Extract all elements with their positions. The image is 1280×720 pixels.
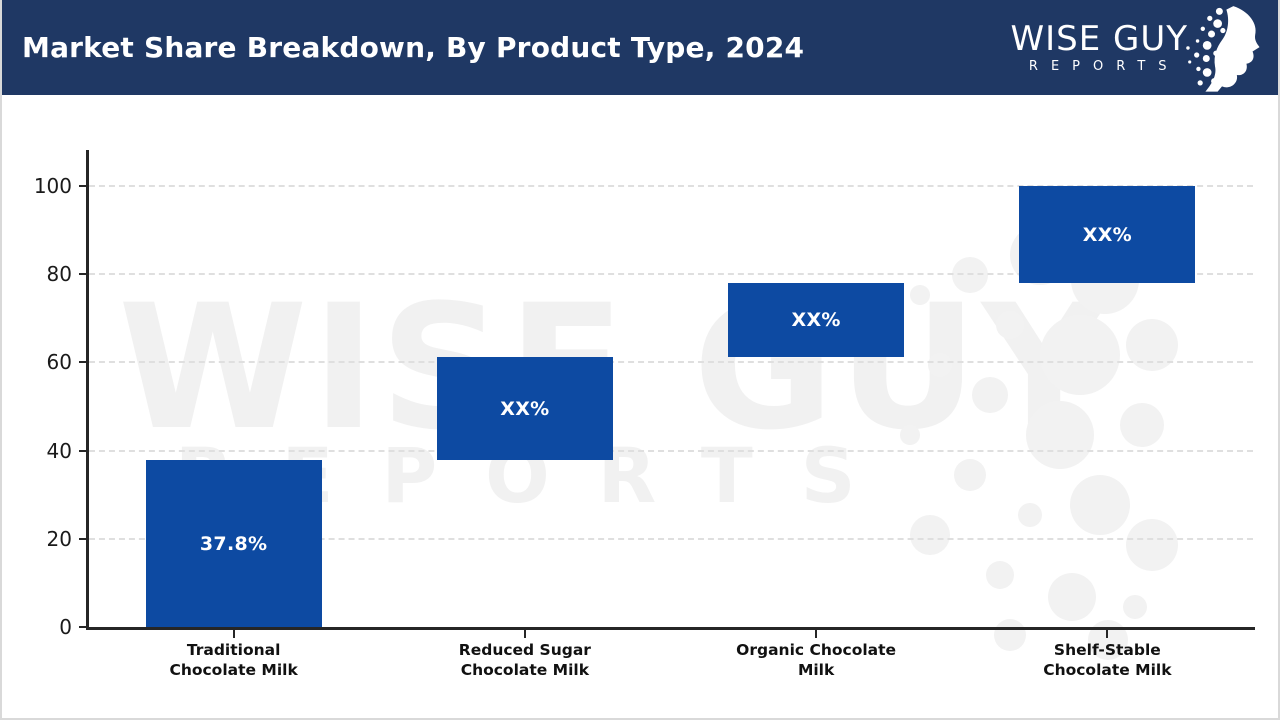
gridline xyxy=(89,449,1253,452)
logo: WISE GUY REPORTS xyxy=(1010,4,1270,92)
x-tick-label-line: Traditional xyxy=(186,641,281,659)
bar: XX% xyxy=(728,283,905,358)
y-tick-mark xyxy=(79,273,87,276)
y-tick-mark xyxy=(79,449,87,452)
x-tick-label-line: Milk xyxy=(797,661,835,679)
watermark-line1: WISE GUY xyxy=(118,267,1111,468)
bar-value-label: XX% xyxy=(500,397,550,420)
x-tick-label-line: Organic Chocolate xyxy=(736,641,897,659)
x-tick-mark xyxy=(232,630,235,638)
gridline xyxy=(89,361,1253,364)
x-tick-label-line: Reduced Sugar xyxy=(458,641,591,659)
wise-guy-face-icon xyxy=(1186,6,1260,92)
x-tick-label-line: Chocolate Milk xyxy=(460,661,590,679)
chart-title: Market Share Breakdown, By Product Type,… xyxy=(22,31,805,64)
y-tick-mark xyxy=(79,626,87,628)
logo-wordmark: WISE GUY REPORTS xyxy=(1010,19,1188,74)
logo-line1: WISE GUY xyxy=(1010,19,1188,60)
x-tick-label-line: Chocolate Milk xyxy=(169,661,298,679)
x-tick-mark xyxy=(815,630,818,638)
x-tick-label-line: Chocolate Milk xyxy=(1043,661,1172,679)
y-tick-label: 20 xyxy=(46,526,72,551)
y-tick-label: 0 xyxy=(59,615,72,639)
bar-value-label: XX% xyxy=(791,309,841,332)
x-tick-label: Organic Chocolate Milk xyxy=(671,640,962,680)
header-bar: Market Share Breakdown, By Product Type,… xyxy=(0,0,1280,95)
gridline xyxy=(89,185,1253,187)
bar: XX% xyxy=(1019,186,1196,284)
x-tick-mark xyxy=(523,630,526,638)
y-tick-mark xyxy=(79,185,87,187)
y-tick-label: 80 xyxy=(46,262,72,287)
logo-line2: REPORTS xyxy=(1028,58,1180,74)
gridline xyxy=(89,537,1253,540)
x-axis xyxy=(86,627,1255,630)
gridline xyxy=(89,273,1253,276)
x-tick-label: Traditional Chocolate Milk xyxy=(88,640,379,680)
y-tick-mark xyxy=(79,537,87,540)
x-tick-label-line: Shelf-Stable xyxy=(1053,641,1161,659)
bar: XX% xyxy=(436,357,613,461)
y-tick-mark xyxy=(79,361,87,364)
x-tick-mark xyxy=(1106,630,1109,638)
y-tick-label: 100 xyxy=(33,174,72,198)
x-tick-label: Shelf-Stable Chocolate Milk xyxy=(962,640,1253,680)
x-tick-label: Reduced Sugar Chocolate Milk xyxy=(379,640,670,680)
y-axis xyxy=(86,150,89,629)
bar-value-label: XX% xyxy=(1082,223,1132,246)
y-tick-label: 60 xyxy=(46,350,72,375)
bar: 37.8% xyxy=(145,460,322,627)
y-tick-label: 40 xyxy=(46,438,72,463)
bar-value-label: 37.8% xyxy=(199,532,268,555)
